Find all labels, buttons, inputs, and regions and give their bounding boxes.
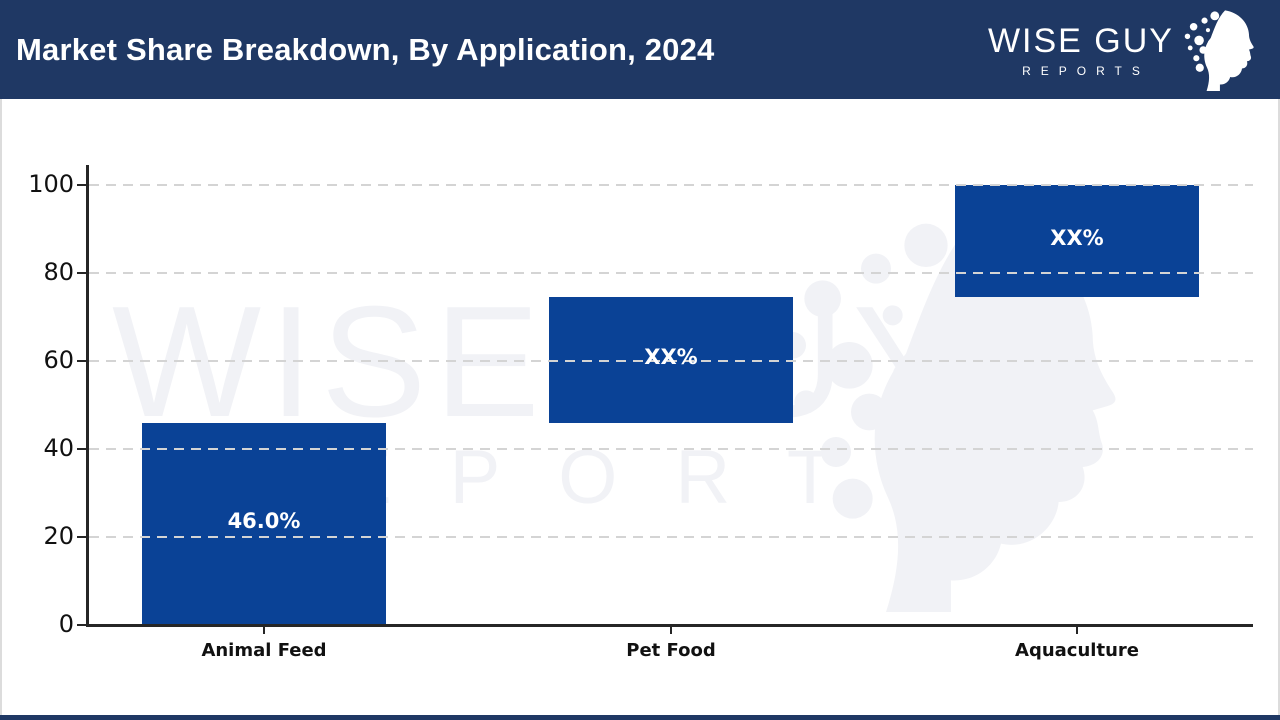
logo-subtext: REPORTS	[1022, 64, 1150, 78]
y-tick-mark	[77, 272, 86, 274]
x-tick-label: Pet Food	[626, 640, 716, 661]
page-border-right	[1278, 0, 1280, 720]
bar-value-label: 46.0%	[227, 508, 301, 533]
y-tick-mark	[77, 360, 86, 362]
y-axis-line	[86, 165, 89, 627]
x-tick-mark	[263, 626, 265, 634]
y-tick-mark	[77, 536, 86, 538]
logo-wordmark: WISE GUY	[987, 22, 1174, 60]
page-border-left	[0, 0, 2, 720]
x-tick-label: Aquaculture	[1015, 640, 1139, 661]
gridline-60	[89, 360, 1253, 362]
y-tick-label: 80	[43, 258, 74, 286]
wiseguy-logo: WISE GUY REPORTS	[988, 6, 1268, 94]
y-tick-mark	[77, 624, 86, 626]
gridline-20	[89, 536, 1253, 538]
gridline-80	[89, 272, 1253, 274]
x-tick-mark	[1076, 626, 1078, 634]
bar-pet-food	[549, 297, 793, 423]
footer-bar	[0, 715, 1280, 720]
y-tick-label: 0	[58, 610, 74, 638]
x-tick-label: Animal Feed	[201, 640, 327, 661]
y-tick-mark	[77, 448, 86, 450]
page-title: Market Share Breakdown, By Application, …	[16, 31, 715, 67]
wiseguy-logo-text: WISE GUY REPORTS	[988, 22, 1174, 78]
header: Market Share Breakdown, By Application, …	[0, 0, 1280, 99]
bar-value-label: XX%	[644, 344, 698, 369]
bar-value-label: XX%	[1050, 226, 1104, 251]
gridline-40	[89, 448, 1253, 450]
y-tick-label: 40	[43, 434, 74, 462]
wiseguy-head-icon	[1184, 10, 1254, 91]
x-axis-line	[86, 624, 1253, 627]
y-tick-label: 100	[28, 170, 74, 198]
bar-animal-feed	[142, 422, 386, 625]
y-tick-mark	[77, 184, 86, 186]
gridline-100	[89, 184, 1253, 186]
x-tick-mark	[670, 626, 672, 634]
y-tick-label: 60	[43, 346, 74, 374]
y-tick-label: 20	[43, 522, 74, 550]
